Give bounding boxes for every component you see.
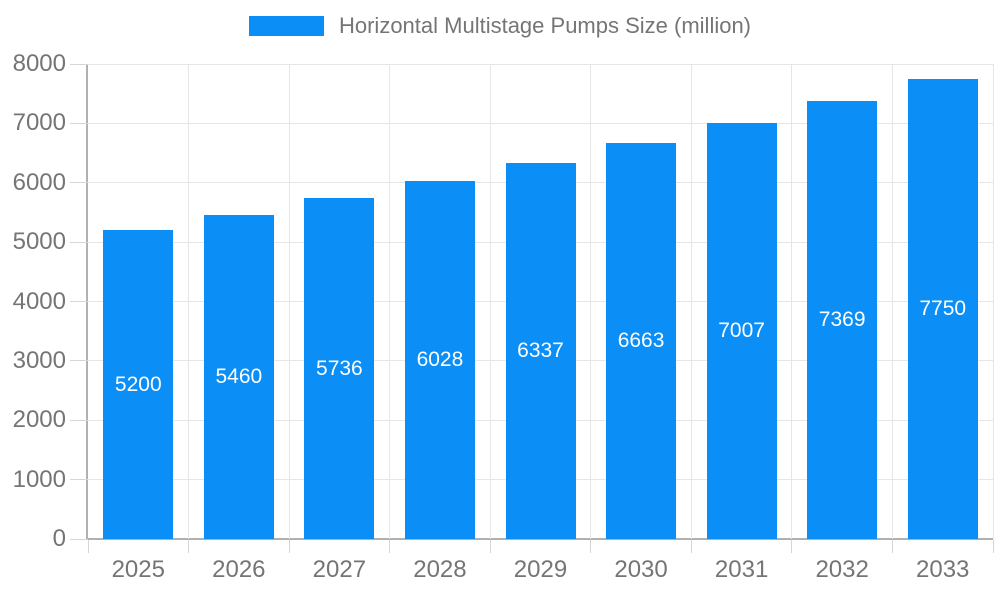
x-tick-label: 2032 — [815, 556, 869, 583]
y-axis-tick — [70, 241, 88, 243]
y-axis-tick — [70, 419, 88, 421]
x-axis-tick — [188, 540, 190, 553]
x-grid-line — [690, 64, 692, 539]
x-tick-label: 2026 — [212, 556, 266, 583]
y-tick-label: 6000 — [12, 168, 66, 196]
bar[interactable]: 5200 — [103, 230, 174, 539]
x-tick-label: 2027 — [312, 556, 367, 583]
y-axis-tick — [70, 122, 88, 124]
x-tick-label: 2030 — [614, 556, 668, 583]
bar-value-label: 5200 — [114, 372, 162, 396]
bar[interactable]: 6028 — [404, 181, 475, 539]
x-grid-line — [389, 64, 391, 539]
y-grid-line — [88, 122, 993, 124]
y-tick-label: 8000 — [12, 50, 66, 77]
y-tick-label: 0 — [52, 525, 66, 552]
bar[interactable]: 7750 — [907, 78, 978, 539]
x-axis-tick — [389, 540, 391, 553]
y-axis-tick — [70, 63, 88, 65]
x-grid-line — [791, 64, 793, 539]
y-grid-line — [88, 63, 993, 65]
y-tick-label: 1000 — [12, 465, 66, 493]
bar[interactable]: 7369 — [807, 101, 878, 539]
bar[interactable]: 7007 — [706, 122, 777, 539]
x-tick-label: 2028 — [413, 556, 467, 583]
bar-value-label: 7007 — [718, 318, 765, 342]
x-axis-line — [88, 538, 993, 540]
bar[interactable]: 6663 — [606, 143, 677, 539]
x-grid-line — [288, 64, 290, 539]
bar[interactable]: 6337 — [505, 162, 576, 539]
bar-value-label: 7750 — [919, 296, 967, 320]
y-axis-tick — [70, 479, 88, 481]
x-axis-tick — [690, 540, 692, 553]
x-grid-line — [992, 64, 994, 539]
bar-value-label: 5736 — [316, 356, 363, 380]
x-grid-line — [590, 64, 592, 539]
x-tick-label: 2029 — [513, 556, 568, 583]
x-grid-line — [188, 64, 190, 539]
bar-value-label: 5460 — [215, 364, 263, 388]
x-grid-line — [489, 64, 491, 539]
y-axis-tick — [70, 301, 88, 302]
bar-value-label: 6337 — [517, 338, 564, 362]
bar[interactable]: 5736 — [304, 198, 375, 539]
chart-legend[interactable]: Horizontal Multistage Pumps Size (millio… — [0, 13, 1000, 39]
bar-value-label: 7369 — [818, 308, 866, 332]
x-axis-tick — [489, 540, 491, 553]
x-axis-tick — [992, 540, 994, 553]
x-grid-line — [891, 64, 893, 539]
x-tick-label: 2033 — [916, 556, 970, 583]
bar-value-label: 6663 — [617, 329, 665, 353]
x-tick-label: 2025 — [111, 556, 165, 583]
y-tick-label: 7000 — [12, 109, 66, 137]
y-tick-label: 2000 — [12, 406, 66, 434]
y-tick-label: 3000 — [12, 346, 66, 374]
y-tick-label: 4000 — [12, 287, 66, 315]
y-axis-tick — [70, 360, 88, 362]
y-axis-line — [86, 64, 88, 540]
y-axis-tick — [70, 182, 88, 184]
bar-value-label: 6028 — [416, 348, 464, 372]
x-tick-label: 2031 — [714, 556, 769, 583]
legend-swatch-icon — [248, 16, 324, 36]
plot-area: 5200 5460 5736 6028 6337 6663 7007 7369 7750 — [88, 63, 994, 539]
y-tick-label: 5000 — [12, 228, 66, 256]
legend-label: Horizontal Multistage Pumps Size (millio… — [338, 13, 752, 38]
x-axis-tick — [891, 540, 893, 553]
x-axis-tick — [87, 540, 89, 553]
bar[interactable]: 5460 — [203, 214, 274, 539]
x-axis-tick — [791, 540, 793, 553]
x-axis-tick — [288, 540, 290, 553]
x-axis-tick — [590, 540, 592, 553]
y-axis-tick — [70, 538, 88, 540]
